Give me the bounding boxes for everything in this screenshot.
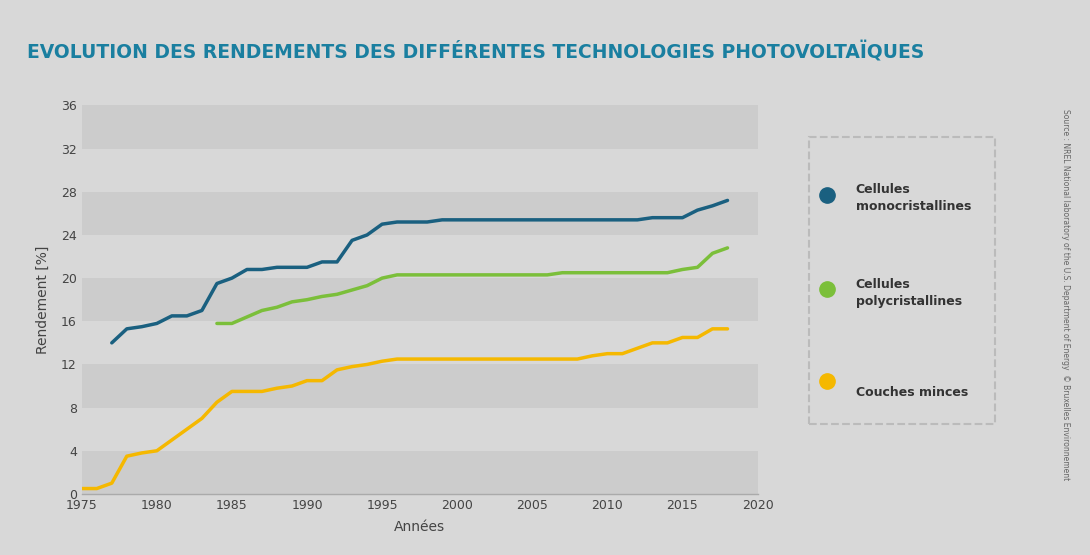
- Bar: [82, 235, 758, 278]
- Bar: [82, 278, 758, 321]
- Bar: [82, 192, 758, 235]
- Bar: [82, 365, 758, 407]
- Bar: [82, 105, 758, 149]
- Text: Cellules
polycristallines: Cellules polycristallines: [856, 278, 961, 307]
- X-axis label: Années: Années: [395, 520, 445, 534]
- Bar: [82, 451, 758, 494]
- Bar: [82, 407, 758, 451]
- Text: Couches minces: Couches minces: [856, 386, 968, 400]
- Text: Source : NREL National laboratory of the U.S. Department of Energy  © Bruxelles : Source : NREL National laboratory of the…: [1061, 109, 1070, 480]
- Bar: [82, 149, 758, 192]
- Text: Cellules
monocristallines: Cellules monocristallines: [856, 183, 971, 213]
- Bar: [82, 321, 758, 365]
- Y-axis label: Rendement [%]: Rendement [%]: [36, 245, 50, 354]
- Text: EVOLUTION DES RENDEMENTS DES DIFFÉRENTES TECHNOLOGIES PHOTOVOLTAÏQUES: EVOLUTION DES RENDEMENTS DES DIFFÉRENTES…: [27, 41, 924, 62]
